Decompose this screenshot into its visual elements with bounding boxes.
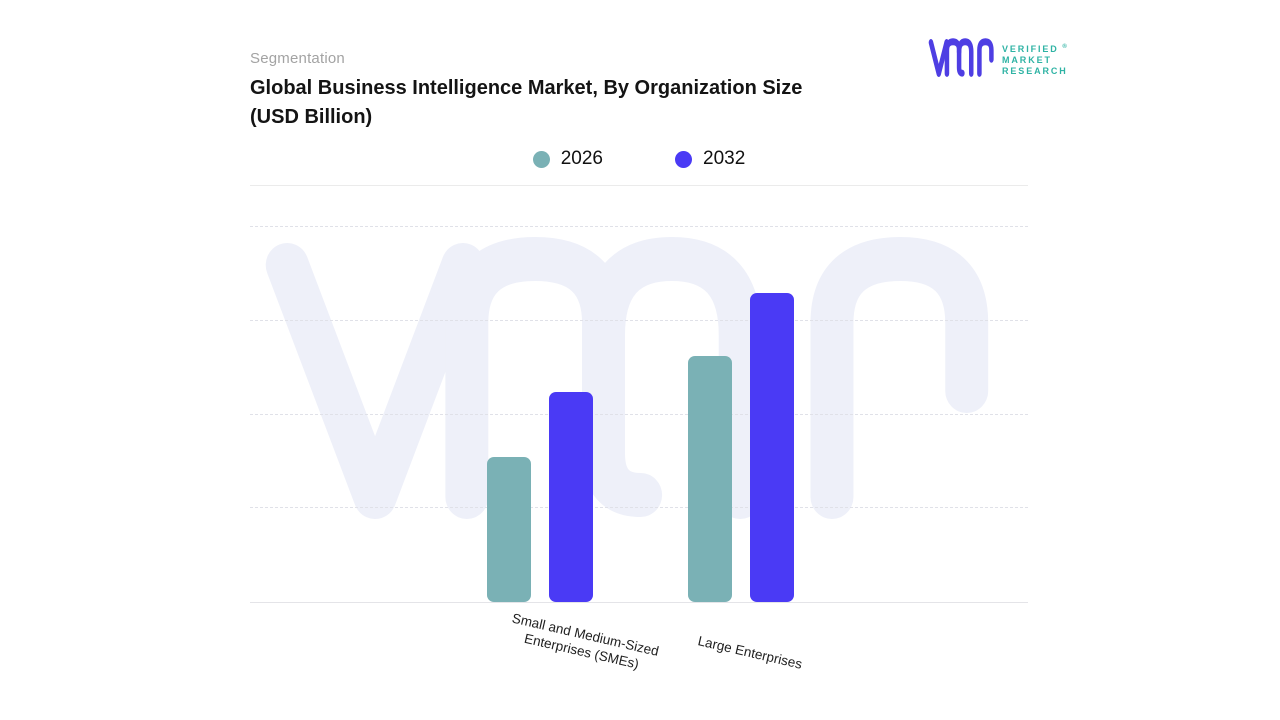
vmr-logo-icon bbox=[928, 38, 994, 77]
legend-item-2032: 2032 bbox=[675, 148, 745, 170]
registered-mark: ® bbox=[1062, 44, 1067, 50]
legend-dot-2026 bbox=[532, 150, 550, 168]
gridline bbox=[250, 507, 1028, 509]
eyebrow-label: Segmentation bbox=[250, 50, 345, 67]
x-axis-label-large-enterprises: Large Enterprises bbox=[696, 633, 804, 672]
bar-2026-category-0 bbox=[487, 457, 531, 602]
logo-line-market: MARKET bbox=[1002, 55, 1052, 65]
bar-2032-category-1 bbox=[750, 293, 794, 602]
plot-area bbox=[250, 226, 1028, 603]
legend-item-2026: 2026 bbox=[532, 148, 603, 170]
gridline bbox=[250, 413, 1028, 415]
legend-dot-2032 bbox=[675, 150, 692, 168]
x-axis-label-smes: Small and Medium-Sized Enterprises (SMEs… bbox=[510, 610, 661, 672]
bar-2032-category-0 bbox=[549, 392, 593, 602]
header-separator bbox=[250, 185, 1028, 186]
legend-label-2026: 2026 bbox=[560, 148, 603, 169]
page-title: Global Business Intelligence Market, By … bbox=[250, 74, 890, 132]
gridline bbox=[250, 319, 1028, 321]
brand-logo: VERIFIED ® MARKET RESEARCH bbox=[928, 38, 1068, 78]
title-line-2: (USD Billion) bbox=[250, 106, 373, 128]
vmr-watermark-icon bbox=[265, 237, 989, 519]
logo-line-research: RESEARCH bbox=[1002, 66, 1068, 76]
logo-wordmark: VERIFIED ® MARKET RESEARCH bbox=[1002, 39, 1068, 77]
bar-2026-category-1 bbox=[688, 356, 732, 602]
title-line-1: Global Business Intelligence Market, By … bbox=[250, 77, 803, 99]
legend: 2026 2032 bbox=[250, 148, 1028, 170]
legend-label-2032: 2032 bbox=[703, 148, 746, 169]
gridline bbox=[250, 226, 1028, 227]
logo-line-verified: VERIFIED ® bbox=[1002, 44, 1067, 54]
